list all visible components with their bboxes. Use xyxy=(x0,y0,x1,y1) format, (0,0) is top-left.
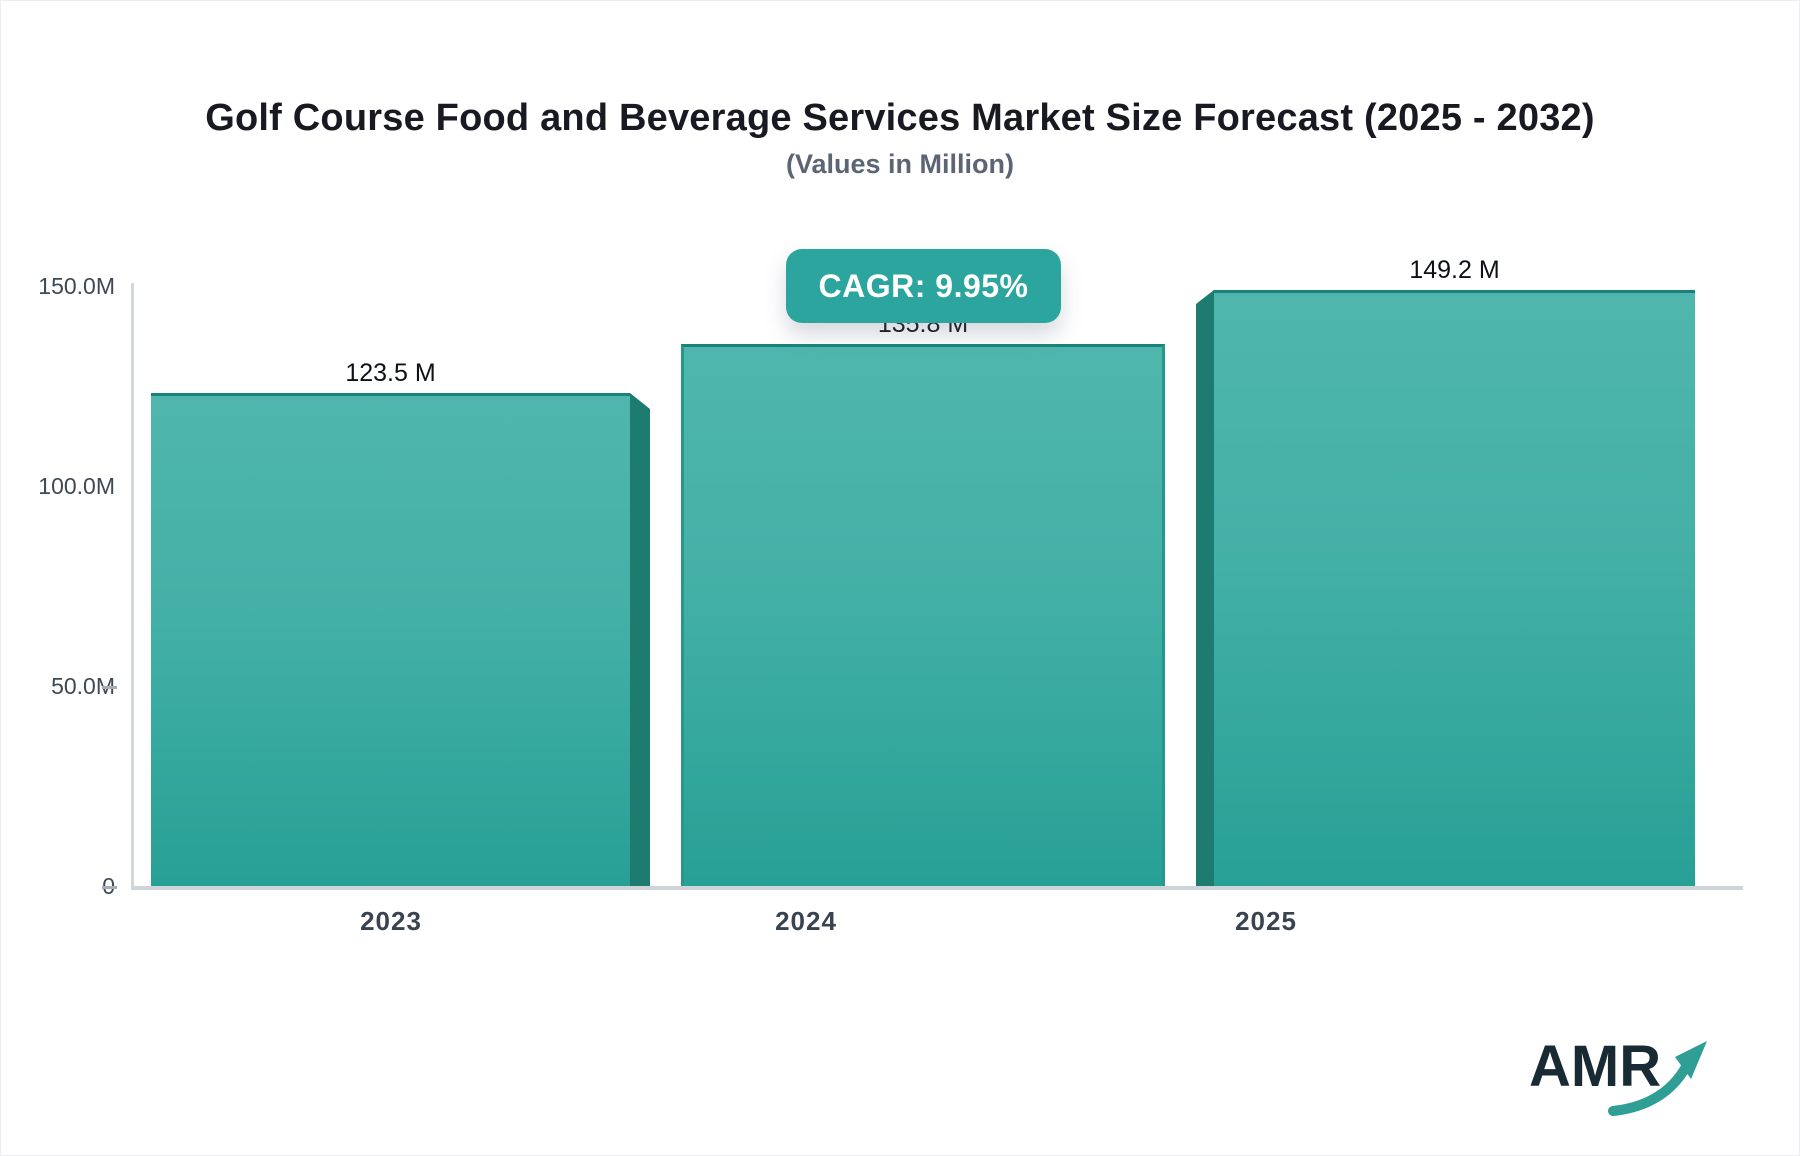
y-axis-tick-label: 100.0M xyxy=(38,473,115,499)
bar-value-label-2025: 149.2 M xyxy=(1409,256,1500,284)
cagr-badge-label: CAGR: 9.95% xyxy=(818,267,1029,304)
bar-2024 xyxy=(681,344,1165,887)
trend-up-arrow-icon xyxy=(1608,1041,1707,1116)
bar-2023 xyxy=(151,393,630,887)
y-axis-tick-label: 150.0M xyxy=(38,273,115,299)
y-axis-tick-mark xyxy=(102,686,117,689)
x-axis-line xyxy=(131,886,1743,890)
x-axis-tick-label-2023: 2023 xyxy=(360,906,422,936)
chart-subtitle: (Values in Million) xyxy=(785,149,1015,179)
y-axis-tick-mark xyxy=(102,886,117,889)
bar-3d-side-2025 xyxy=(1196,290,1214,887)
y-axis-line xyxy=(131,283,134,890)
y-axis-tick-label: 50.0M xyxy=(51,673,115,699)
x-axis-tick-label-2024: 2024 xyxy=(775,906,837,936)
bar-3d-side-2023 xyxy=(630,393,650,887)
chart-title: Golf Course Food and Beverage Services M… xyxy=(205,97,1595,139)
cagr-badge: CAGR: 9.95% xyxy=(786,249,1061,323)
y-axis-tick-label: 0 xyxy=(19,873,115,900)
x-axis-tick-label-2025: 2025 xyxy=(1235,906,1297,936)
bar-value-label-2023: 123.5 M xyxy=(345,359,436,387)
bar-2025 xyxy=(1214,290,1695,887)
amr-logo-text: AMR xyxy=(1529,1034,1662,1099)
amr-logo: AMR xyxy=(1529,1033,1729,1123)
